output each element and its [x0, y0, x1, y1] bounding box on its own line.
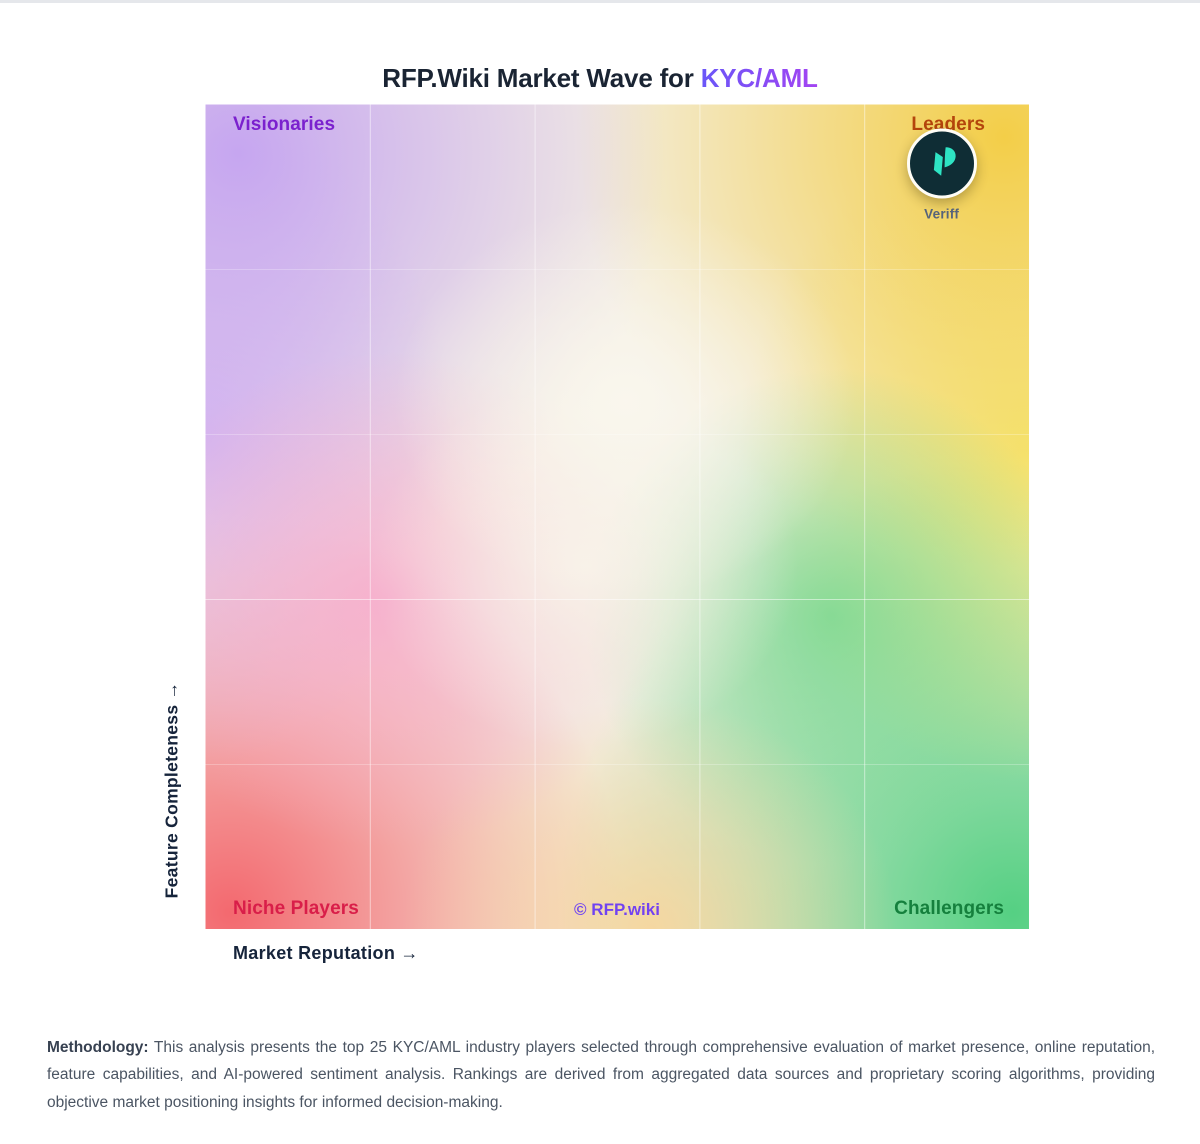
page-title-prefix: RFP.Wiki Market Wave for [382, 63, 694, 94]
vendor-label: Veriff [924, 206, 960, 222]
vendor-marker-veriff[interactable]: Veriff [906, 128, 977, 222]
chart-gridlines [205, 104, 1029, 929]
methodology-heading: Methodology: [47, 1038, 149, 1056]
vendor-logo-bubble[interactable] [906, 128, 977, 199]
quadrant-label-niche-players: Niche Players [233, 898, 359, 920]
x-axis-label: Market Reputation → [233, 943, 419, 963]
y-axis-label: Feature Completeness → [161, 681, 182, 899]
veriff-ribbon-v-icon [933, 147, 956, 176]
quadrant-label-challengers: Challengers [894, 898, 1004, 920]
rfp-wiki-watermark[interactable]: © RFP.wiki [205, 900, 1029, 920]
top-page-edge-strip [0, 0, 1200, 3]
page-title: RFP.Wiki Market Wave for KYC/AML [0, 63, 1200, 94]
quadrant-label-visionaries: Visionaries [233, 114, 336, 135]
market-wave-quadrant-chart: Visionaries Leaders Niche Players Challe… [205, 104, 1029, 929]
page-title-highlight: KYC/AML [700, 63, 818, 94]
methodology-paragraph: Methodology: This analysis presents the … [47, 1034, 1155, 1117]
methodology-body: This analysis presents the top 25 KYC/AM… [47, 1038, 1155, 1111]
